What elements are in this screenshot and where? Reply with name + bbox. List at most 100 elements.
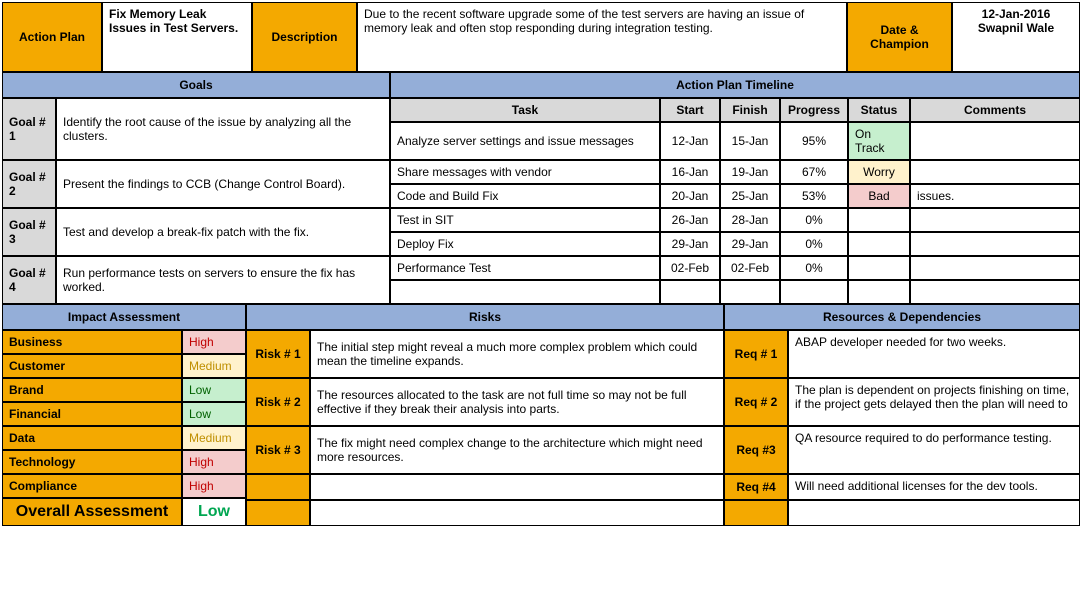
comments-cell [910, 160, 1080, 184]
risk-id-3: Risk # 3 [246, 426, 310, 474]
risk-text-blank2 [310, 500, 724, 526]
req-text-2: The plan is dependent on projects finish… [788, 378, 1080, 426]
goal-id-2: Goal # 2 [2, 160, 56, 208]
finish-cell: 28-Jan [720, 208, 780, 232]
impact-val: High [182, 474, 246, 498]
status-cell: On Track [848, 122, 910, 160]
progress-cell [780, 280, 848, 304]
req-id-1: Req # 1 [724, 330, 788, 378]
impact-cat: Business [2, 330, 182, 354]
impact-val: Medium [182, 354, 246, 378]
goal-text-3: Test and develop a break-fix patch with … [56, 208, 390, 256]
progress-cell: 67% [780, 160, 848, 184]
overall-value: Low [182, 498, 246, 526]
task-cell: Test in SIT [390, 208, 660, 232]
start-cell: 20-Jan [660, 184, 720, 208]
impact-cat: Data [2, 426, 182, 450]
task-cell [390, 280, 660, 304]
req-id-blank [724, 500, 788, 526]
goals-header: Goals [2, 72, 390, 98]
status-cell: Worry [848, 160, 910, 184]
status-cell: Bad [848, 184, 910, 208]
impact-cat: Technology [2, 450, 182, 474]
comments-cell [910, 280, 1080, 304]
impact-cat: Customer [2, 354, 182, 378]
start-cell: 26-Jan [660, 208, 720, 232]
finish-cell: 25-Jan [720, 184, 780, 208]
risks-header: Risks [246, 304, 724, 330]
finish-cell [720, 280, 780, 304]
col-comments: Comments [910, 98, 1080, 122]
risk-text-1: The initial step might reveal a much mor… [310, 330, 724, 378]
progress-cell: 0% [780, 232, 848, 256]
progress-cell: 53% [780, 184, 848, 208]
comments-cell [910, 208, 1080, 232]
req-id-3: Req #3 [724, 426, 788, 474]
comments-cell: issues. [910, 184, 1080, 208]
finish-cell: 02-Feb [720, 256, 780, 280]
start-cell: 12-Jan [660, 122, 720, 160]
finish-cell: 19-Jan [720, 160, 780, 184]
goal-id-1: Goal # 1 [2, 98, 56, 160]
goals-timeline-body: Goal # 1 Identify the root cause of the … [2, 98, 1078, 304]
col-finish: Finish [720, 98, 780, 122]
req-id-4: Req #4 [724, 474, 788, 500]
plan-title: Fix Memory Leak Issues in Test Servers. [102, 2, 252, 72]
comments-cell [910, 256, 1080, 280]
task-cell: Code and Build Fix [390, 184, 660, 208]
overall-label: Overall Assessment [2, 498, 182, 526]
status-cell [848, 208, 910, 232]
risk-id-blank [246, 474, 310, 500]
timeline-header: Action Plan Timeline [390, 72, 1080, 98]
status-cell [848, 280, 910, 304]
goal-text-1: Identify the root cause of the issue by … [56, 98, 390, 160]
risk-id-1: Risk # 1 [246, 330, 310, 378]
resources-header: Resources & Dependencies [724, 304, 1080, 330]
risk-text-3: The fix might need complex change to the… [310, 426, 724, 474]
status-cell [848, 232, 910, 256]
progress-cell: 95% [780, 122, 848, 160]
req-text-4: Will need additional licenses for the de… [788, 474, 1080, 500]
risk-id-2: Risk # 2 [246, 378, 310, 426]
section-header-2: Impact Assessment Risks Resources & Depe… [2, 304, 1078, 330]
date-champion-value: 12-Jan-2016 Swapnil Wale [952, 2, 1080, 72]
task-cell: Performance Test [390, 256, 660, 280]
status-cell [848, 256, 910, 280]
description-label: Description [252, 2, 357, 72]
req-text-3: QA resource required to do performance t… [788, 426, 1080, 474]
impact-val: High [182, 450, 246, 474]
col-status: Status [848, 98, 910, 122]
finish-cell: 15-Jan [720, 122, 780, 160]
goal-text-2: Present the findings to CCB (Change Cont… [56, 160, 390, 208]
goal-id-3: Goal # 3 [2, 208, 56, 256]
start-cell: 16-Jan [660, 160, 720, 184]
goal-text-4: Run performance tests on servers to ensu… [56, 256, 390, 304]
lower-body: Business High Risk # 1 The initial step … [2, 330, 1078, 526]
col-task: Task [390, 98, 660, 122]
impact-cat: Brand [2, 378, 182, 402]
date-value: 12-Jan-2016 [982, 7, 1051, 21]
req-text-1: ABAP developer needed for two weeks. [788, 330, 1080, 378]
task-cell: Deploy Fix [390, 232, 660, 256]
task-cell: Analyze server settings and issue messag… [390, 122, 660, 160]
req-id-2: Req # 2 [724, 378, 788, 426]
start-cell: 29-Jan [660, 232, 720, 256]
risk-text-blank [310, 474, 724, 500]
start-cell: 02-Feb [660, 256, 720, 280]
comments-cell [910, 122, 1080, 160]
start-cell [660, 280, 720, 304]
impact-val: Low [182, 378, 246, 402]
col-start: Start [660, 98, 720, 122]
progress-cell: 0% [780, 208, 848, 232]
risk-text-2: The resources allocated to the task are … [310, 378, 724, 426]
finish-cell: 29-Jan [720, 232, 780, 256]
action-plan-label: Action Plan [2, 2, 102, 72]
date-champion-label: Date & Champion [847, 2, 952, 72]
impact-cat: Compliance [2, 474, 182, 498]
impact-cat: Financial [2, 402, 182, 426]
section-header-1: Goals Action Plan Timeline [2, 72, 1078, 98]
impact-val: Medium [182, 426, 246, 450]
champion-value: Swapnil Wale [978, 21, 1054, 35]
header-row: Action Plan Fix Memory Leak Issues in Te… [2, 2, 1078, 72]
req-text-blank [788, 500, 1080, 526]
